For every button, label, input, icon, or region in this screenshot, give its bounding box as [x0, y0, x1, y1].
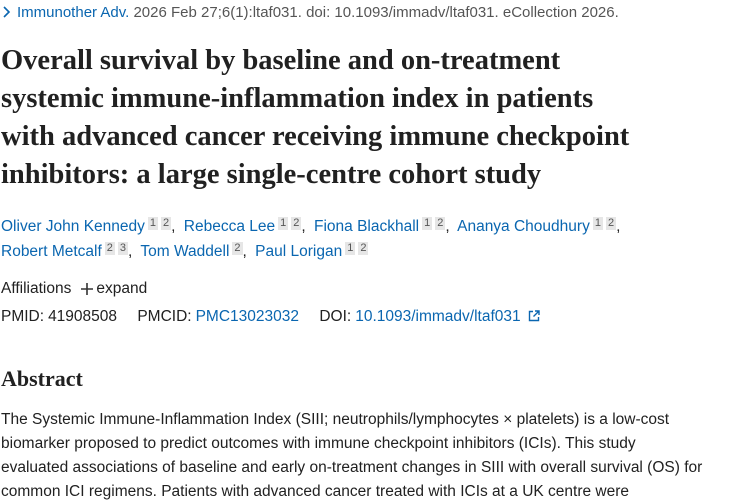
affiliation-number[interactable]: 1 [592, 217, 603, 230]
chevron-icon [3, 6, 11, 18]
author-link[interactable]: Fiona Blackhall [313, 218, 420, 235]
pmcid-label: PMCID: [137, 308, 192, 325]
article-title: Overall survival by baseline and on-trea… [1, 42, 629, 194]
citation: Immunother Adv. 2026 Feb 27;6(1):ltaf031… [2, 4, 619, 21]
pmid-label: PMID: [1, 308, 45, 325]
author: Tom Waddell 2 [140, 241, 251, 260]
abstract-line: evaluated associations of baseline and e… [1, 459, 703, 476]
affiliation-number[interactable]: 2 [291, 217, 302, 230]
expand-toggle[interactable]: expand [96, 280, 148, 297]
affiliations-label: Affiliations [1, 280, 72, 297]
author-link[interactable]: Paul Lorigan [255, 242, 343, 260]
affiliation-number[interactable]: 2 [104, 241, 115, 255]
identifiers: PMID: 41908508 PMCID: PMC13023032 DOI: 10.1… [1, 308, 540, 326]
abstract-text: The Systemic Immune-Inflammation Index (… [1, 408, 702, 504]
author: Oliver John Kennedy 1 2 [1, 217, 179, 235]
affiliation-number[interactable]: 1 [147, 217, 159, 230]
title-line: Overall survival by baseline and on-trea… [1, 45, 561, 76]
affiliation-number[interactable]: 1 [278, 217, 289, 230]
title-line: systemic immune-inflammation index in pa… [1, 83, 594, 114]
pmid: 41908508 [48, 308, 118, 325]
title-line: with advanced cancer receiving immune ch… [1, 121, 630, 152]
plus-icon [81, 283, 94, 295]
author: Paul Lorigan 1 2 [255, 241, 369, 260]
abstract-line: common ICI regimens. Patients with advan… [1, 483, 630, 500]
author: Rebecca Lee 1 2 [183, 217, 310, 235]
pmcid-link[interactable]: PMC13023032 [195, 308, 300, 325]
author-link[interactable]: Tom Waddell [140, 242, 230, 260]
author-link[interactable]: Oliver John Kennedy [1, 218, 145, 235]
affiliation-number[interactable]: 1 [422, 217, 433, 230]
author: Fiona Blackhall 1 2 [313, 217, 454, 235]
abstract-line: biomarker proposed to predict outcomes w… [1, 435, 636, 452]
affiliation-number[interactable]: 2 [161, 217, 172, 230]
doi-link[interactable]: 10.1093/immadv/ltaf031 [355, 308, 521, 325]
affiliation-number[interactable]: 2 [358, 241, 369, 255]
author-link[interactable]: Ananya Choudhury [457, 218, 590, 235]
affiliation-number[interactable]: 2 [605, 217, 617, 230]
affiliations: Affiliations expand [1, 280, 147, 298]
citation-details: 2026 Feb 27;6(1):ltaf031. doi: 10.1093/i… [133, 4, 619, 21]
doi-label: DOI: [319, 308, 352, 325]
journal-link[interactable]: Immunother Adv. [17, 4, 130, 21]
author: Robert Metcalf 2 3 [1, 241, 136, 260]
affiliation-number[interactable]: 1 [345, 241, 356, 255]
title-line: inhibitors: a large single-centre cohort… [1, 159, 542, 190]
external-link-icon [528, 310, 540, 322]
author: Ananya Choudhury 1 2 [457, 217, 624, 235]
author-link[interactable]: Robert Metcalf [1, 242, 102, 260]
affiliation-number[interactable]: 2 [232, 241, 243, 255]
author-link[interactable]: Rebecca Lee [183, 218, 276, 235]
affiliation-number[interactable]: 2 [435, 217, 446, 230]
abstract-line: The Systemic Immune-Inflammation Index (… [1, 411, 670, 428]
affiliation-number[interactable]: 3 [117, 241, 129, 255]
abstract-heading: Abstract [1, 366, 83, 391]
